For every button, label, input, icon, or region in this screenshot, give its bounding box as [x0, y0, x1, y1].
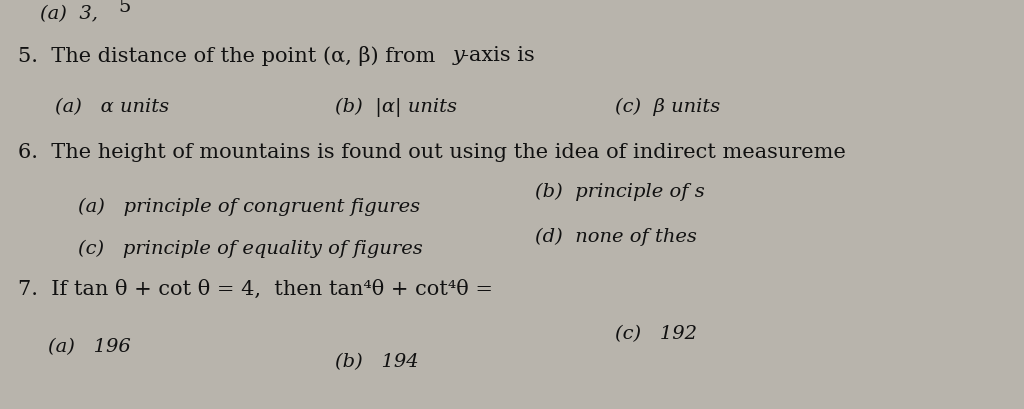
Text: -axis is: -axis is [462, 46, 535, 65]
Text: (d)  none of thes: (d) none of thes [535, 227, 697, 246]
Text: (c)   principle of equality of figures: (c) principle of equality of figures [78, 239, 423, 258]
Text: 7.  If tan θ + cot θ = 4,  then tan⁴θ + cot⁴θ =: 7. If tan θ + cot θ = 4, then tan⁴θ + co… [18, 279, 493, 298]
Text: 6.  The height of mountains is found out using the idea of indirect measureme: 6. The height of mountains is found out … [18, 143, 846, 162]
Text: (a)  3,: (a) 3, [40, 5, 98, 23]
Text: 5: 5 [118, 0, 130, 16]
Text: (a)   principle of congruent figures: (a) principle of congruent figures [78, 198, 420, 216]
Text: (b)  |α| units: (b) |α| units [335, 98, 457, 117]
Text: (a)   196: (a) 196 [48, 337, 131, 355]
Text: 5.  The distance of the point (α, β) from: 5. The distance of the point (α, β) from [18, 46, 442, 66]
Text: y: y [453, 46, 465, 65]
Text: (c)   192: (c) 192 [615, 324, 697, 342]
Text: (b)   194: (b) 194 [335, 352, 419, 370]
Text: (a)   α units: (a) α units [55, 98, 169, 116]
Text: (c)  β units: (c) β units [615, 98, 720, 116]
Text: (b)  principle of s: (b) principle of s [535, 182, 705, 201]
